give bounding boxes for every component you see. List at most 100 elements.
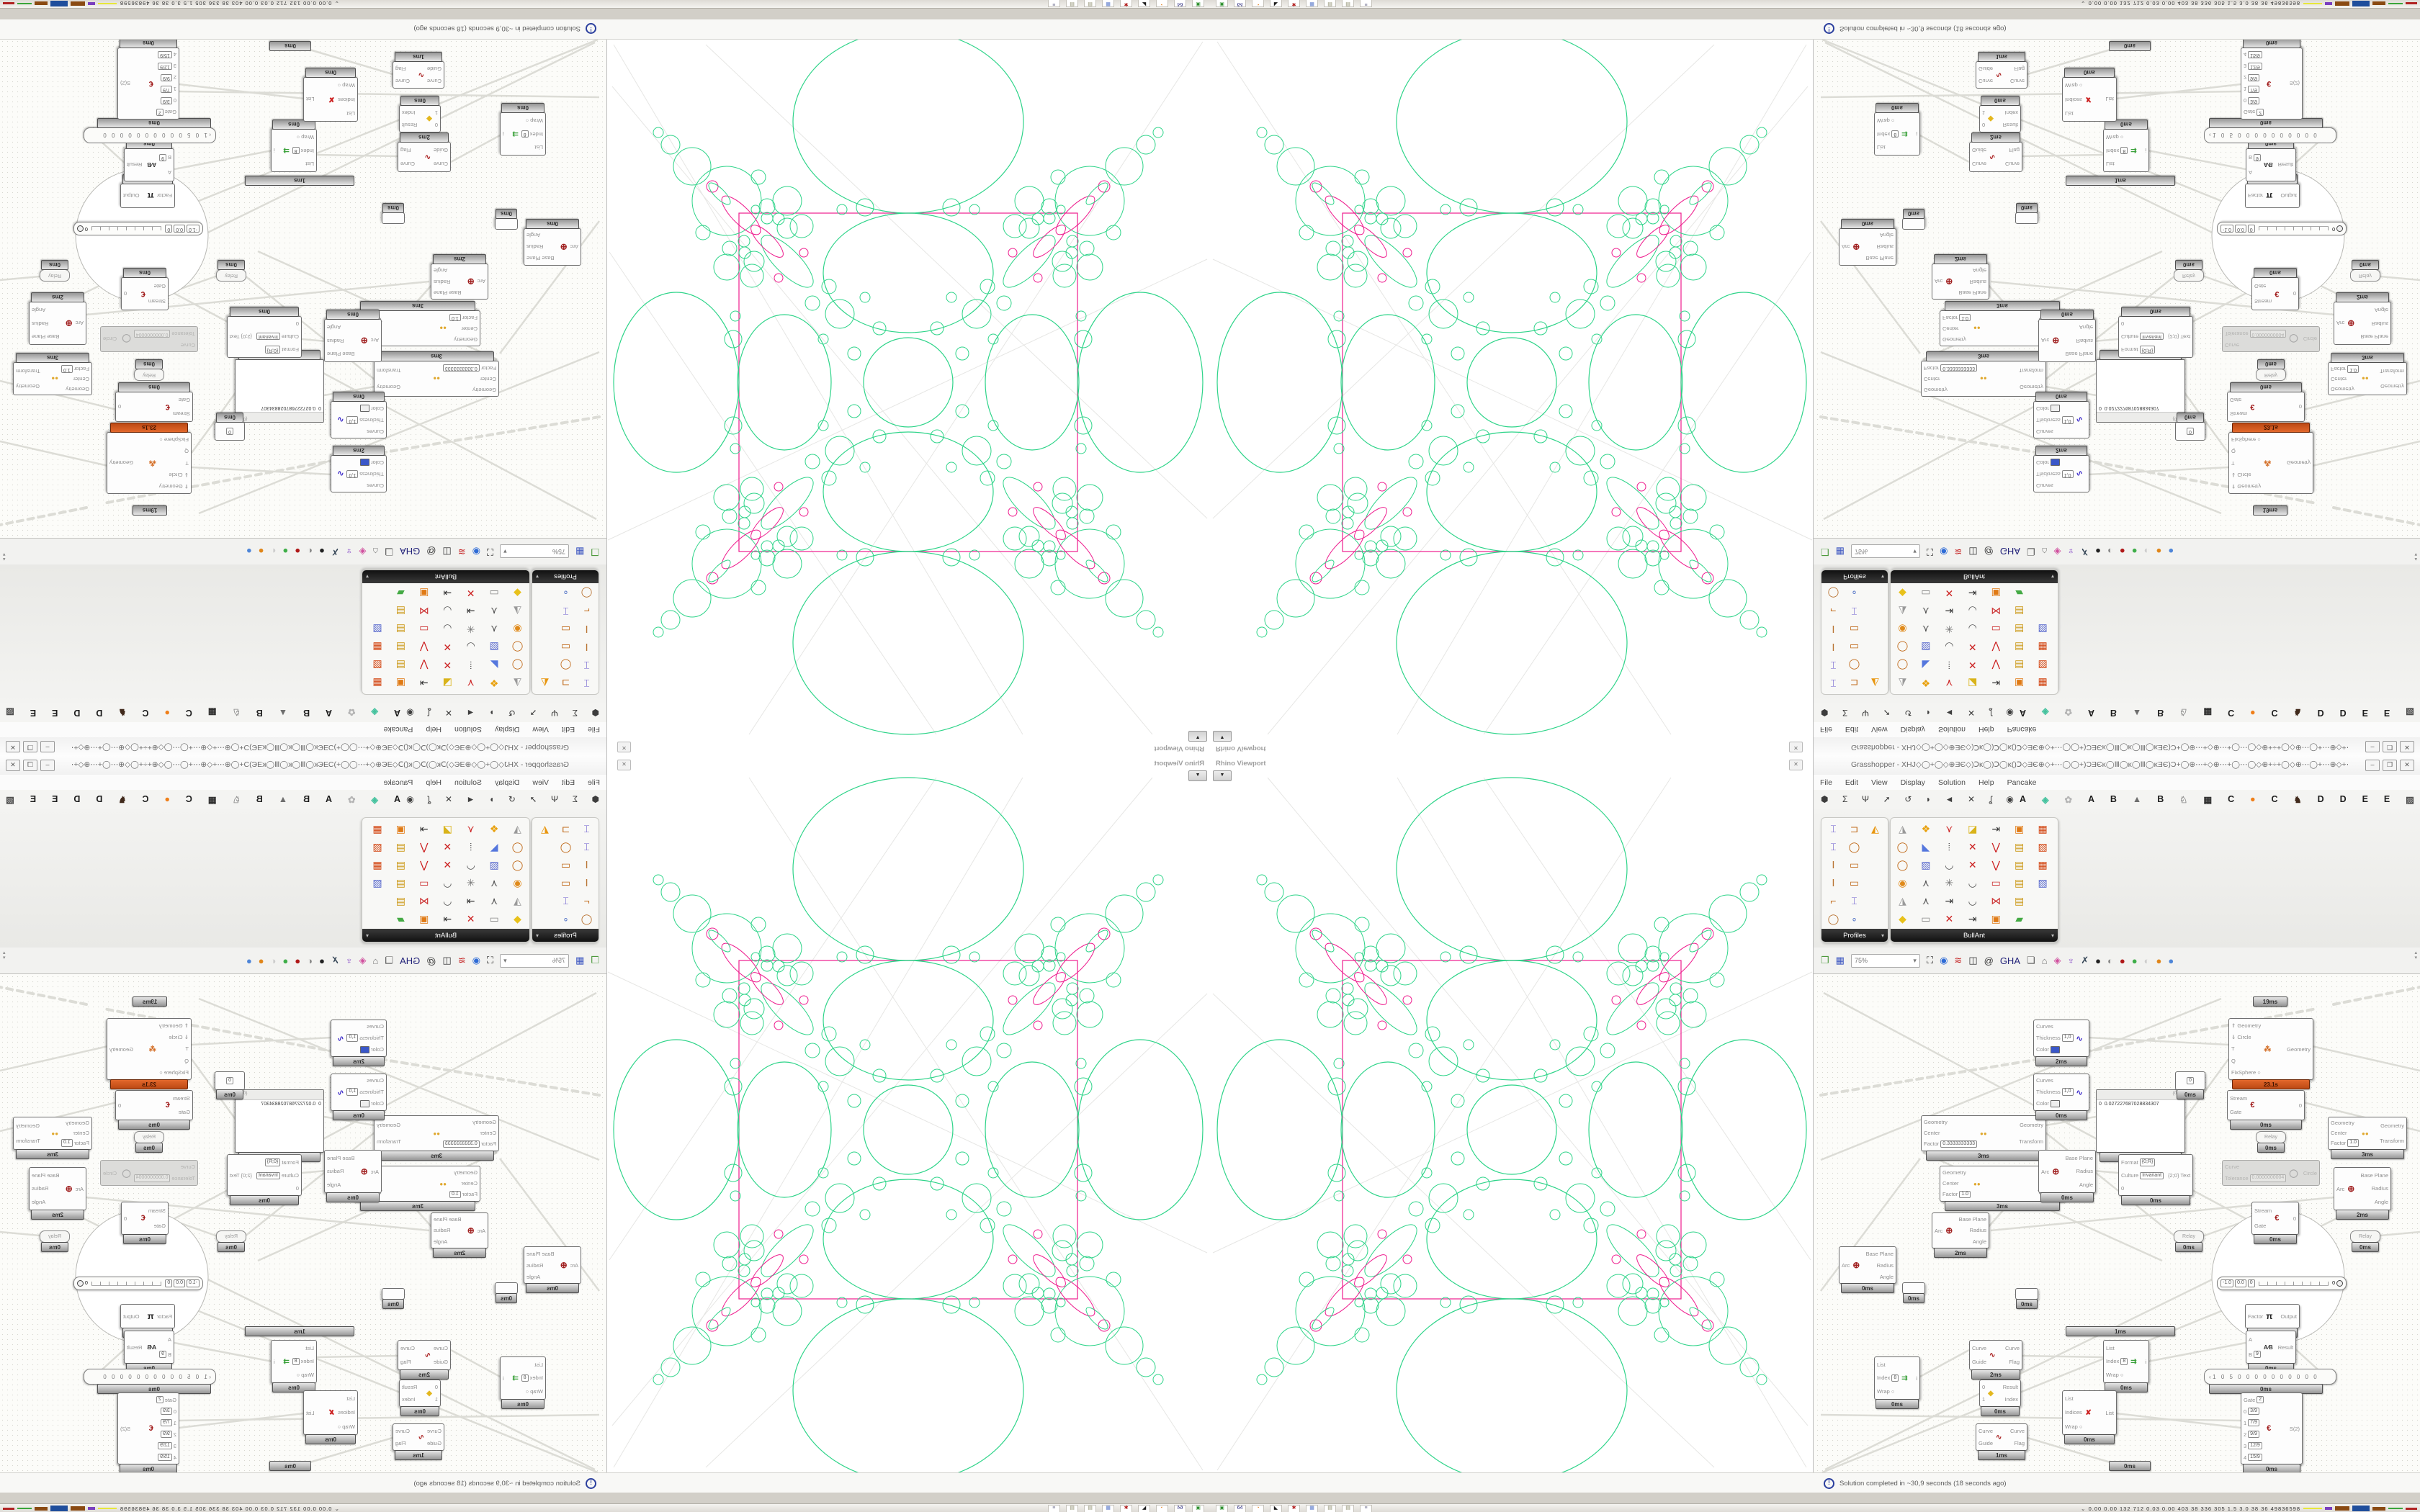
slider-value[interactable]: 0 bbox=[165, 225, 173, 233]
hidden-wires-icon[interactable]: ✗ bbox=[331, 546, 339, 557]
relay-c[interactable]: Relay bbox=[40, 1230, 70, 1243]
plugin-tab-14[interactable]: D bbox=[73, 708, 81, 718]
tiny-node-b[interactable] bbox=[2015, 212, 2038, 224]
plugin-tab-8[interactable]: ▦ bbox=[2203, 794, 2213, 805]
app-floppy64-icon[interactable]: 64 bbox=[1174, 0, 1186, 8]
palette-icon-bullant-29[interactable]: ⋏ bbox=[1922, 606, 1930, 618]
list-remove-node[interactable]: List Indices Wrap ○ ✘ List bbox=[303, 1390, 358, 1435]
slider-value[interactable]: 0.0 bbox=[174, 225, 185, 233]
palette-icon-profiles-6[interactable]: Ⅰ bbox=[1832, 642, 1835, 654]
param-value[interactable]: 12/9 bbox=[2248, 62, 2262, 71]
ball-white-icon[interactable]: ◐ bbox=[270, 955, 277, 966]
palette-icon-profiles-11[interactable] bbox=[1865, 874, 1885, 891]
param-value[interactable]: 1,0 bbox=[346, 470, 359, 478]
gha-icon[interactable]: GHA bbox=[1999, 955, 2020, 966]
minimize-button[interactable]: – bbox=[40, 741, 55, 752]
palette-icon-bullant-1[interactable]: ❖ bbox=[1921, 678, 1931, 690]
app-notepad1-icon[interactable]: ▤ bbox=[1084, 0, 1096, 8]
param-value[interactable]: Invariant bbox=[256, 1171, 280, 1179]
param-value[interactable]: 15/9 bbox=[158, 1453, 172, 1462]
menu-view[interactable]: View bbox=[532, 725, 549, 734]
palette-icon-profiles-6[interactable]: Ⅰ bbox=[1832, 858, 1835, 870]
plugin-tab-17[interactable]: ▨ bbox=[6, 794, 14, 805]
menu-display[interactable]: Display bbox=[494, 778, 520, 787]
list-item-b[interactable]: List Index 8 Wrap ○ ⇉ i bbox=[2103, 129, 2149, 172]
ball-orange-icon[interactable]: ● bbox=[2156, 955, 2162, 966]
division-node[interactable]: A B 9 A⁄B Result bbox=[2246, 148, 2296, 181]
maximize-button[interactable]: ❐ bbox=[23, 741, 37, 752]
palette-icon-bullant-17[interactable]: ✕ bbox=[443, 642, 452, 654]
palette-expand-icon[interactable]: ▾ bbox=[366, 573, 369, 580]
palette-icon-bullant-33[interactable]: ▤ bbox=[395, 894, 405, 906]
palette-icon-bullant-8[interactable]: ◣ bbox=[490, 840, 498, 852]
param-value[interactable]: 1,0 bbox=[346, 416, 359, 424]
palette-icon-bullant-27[interactable]: ▧ bbox=[2038, 876, 2048, 888]
plugin-tab-5[interactable]: ▲ bbox=[2132, 708, 2142, 718]
menu-help[interactable]: Help bbox=[426, 778, 442, 787]
palette-icon-bullant-2[interactable]: ⋎ bbox=[467, 678, 475, 690]
palette-icon-bullant-39[interactable]: ▣ bbox=[419, 588, 429, 600]
wire-display-icon[interactable]: ≋ bbox=[457, 955, 466, 966]
palette-icon-bullant-20[interactable]: ▦ bbox=[372, 858, 382, 870]
palette-icon-bullant-38[interactable]: ⇥ bbox=[1968, 912, 1977, 924]
palette-icon-profiles-10[interactable]: ▭ bbox=[560, 876, 571, 888]
palette-bullant[interactable]: ◮ ❖ ⋎ ◪ ⇥ ▣ ▦ ◯ ◣ ⦙ ✕ ⋁ ▤ ▧ ◯ ▧ ◡ ✕ ⋁ ▤ ▦ ◉ ⋏ ✳ ◡ ▭ ▤ ▧ ◮ ⋏ ⇥ ◡ ⋈ ▤ ◆ ▭ ✕ ⇥ ▣ ▰… bbox=[1890, 570, 2058, 695]
param-value[interactable]: 0.0000000004 bbox=[133, 1174, 171, 1182]
color-swatch[interactable] bbox=[2050, 1099, 2060, 1107]
param-value[interactable]: 0.3333333333 bbox=[1940, 364, 1978, 372]
category-icon-2[interactable]: Ψ bbox=[1862, 794, 1870, 804]
category-icon-5[interactable]: ◗ bbox=[1925, 794, 1932, 804]
plugin-tab-8[interactable]: ▦ bbox=[207, 794, 217, 805]
ball-white-icon[interactable]: ◐ bbox=[2143, 955, 2150, 966]
param-value[interactable]: 7/9 bbox=[161, 1418, 172, 1427]
param-value[interactable]: 12/9 bbox=[158, 62, 172, 71]
palette-icon-bullant-22[interactable]: ⋏ bbox=[1922, 624, 1930, 636]
arc-node-a[interactable]: Arc ⊕ Base Plane Radius Angle bbox=[2334, 1167, 2391, 1210]
param-value[interactable]: 8 bbox=[292, 1357, 300, 1366]
plugin-tab-11[interactable]: C bbox=[2271, 708, 2278, 718]
palette-icon-profiles-15[interactable]: ◯ bbox=[1827, 588, 1839, 600]
remote-icon[interactable]: @ bbox=[426, 546, 436, 557]
scale-node-c[interactable]: Geometry Center Factor 1.0 ●● Geometry Transfo… bbox=[2328, 362, 2407, 395]
arc-node-b[interactable]: Arc ⊕ Base Plane Radius Angle bbox=[324, 319, 382, 362]
palette-icon-bullant-24[interactable]: ◡ bbox=[443, 624, 452, 636]
param-value[interactable]: 1,0 bbox=[2061, 470, 2074, 478]
palette-icon-bullant-31[interactable]: ◡ bbox=[443, 606, 452, 618]
palette-icon-bullant-3[interactable]: ◪ bbox=[1968, 822, 1978, 834]
slider-value[interactable]: -1.0 bbox=[2220, 225, 2234, 233]
relay-a[interactable]: Relay bbox=[2256, 369, 2286, 381]
palette-icon-profiles-3[interactable]: ⌶ bbox=[583, 660, 590, 672]
palette-icon-bullant-22[interactable]: ⋏ bbox=[490, 624, 498, 636]
app-notepad2-icon[interactable]: ▤ bbox=[1342, 0, 1354, 8]
tiny-node-a[interactable] bbox=[495, 218, 518, 230]
flip-curve-a[interactable]: Curve Guide ∿ Curve Flag bbox=[398, 1340, 451, 1370]
arc-node-d[interactable]: Arc ⊕ Base Plane Radius Angle bbox=[524, 1246, 581, 1284]
stream-filter-node[interactable]: Gate 2 0 3/9 1 7/9 2 9/9 3 12/9 4 15/9 € S(2) bbox=[117, 1392, 179, 1464]
pick-choose-node[interactable]: 0 1 ◆ Result Index bbox=[1979, 105, 2021, 132]
slider-track[interactable] bbox=[91, 226, 162, 231]
slider-knob[interactable] bbox=[77, 1280, 84, 1287]
palette-expand-icon[interactable]: ▾ bbox=[1881, 573, 1884, 580]
palette-expand-icon[interactable]: ▾ bbox=[1881, 932, 1884, 939]
slider-value[interactable]: 0.0 bbox=[2235, 1279, 2246, 1287]
plugin-tab-12[interactable]: ♞ bbox=[2293, 707, 2302, 718]
param-value[interactable]: {0;R} bbox=[2139, 346, 2156, 354]
data-panel[interactable]: {0;0} 0 0.027227687028834307 bbox=[235, 359, 324, 423]
category-icon-8[interactable]: ʆ bbox=[428, 794, 431, 804]
palette-icon-profiles-9[interactable]: Ⅰ bbox=[585, 624, 588, 636]
app-fox-icon[interactable]: ◣ bbox=[1138, 0, 1150, 8]
plugin-tab-10[interactable]: ● bbox=[164, 708, 170, 718]
category-icon-7[interactable]: ✕ bbox=[444, 708, 452, 718]
palette-icon-bullant-21[interactable]: ◉ bbox=[1898, 624, 1907, 636]
slider-value[interactable]: 0 bbox=[2247, 1279, 2255, 1287]
ball-blue-icon[interactable]: ● bbox=[246, 955, 252, 966]
app-script-icon[interactable]: ≡ bbox=[1360, 0, 1372, 8]
save-file-icon[interactable]: ▦ bbox=[1835, 955, 1845, 966]
custom-preview-b[interactable]: Curves Thickness 1,0 Color ∿ bbox=[2033, 401, 2089, 438]
palette-header-profiles[interactable]: Profiles ▾ bbox=[1821, 929, 1888, 942]
slider-value[interactable]: -1.0 bbox=[186, 1279, 200, 1287]
param-value[interactable]: 15/9 bbox=[2248, 50, 2262, 59]
fix-sphere-node[interactable]: ⇑ Geometry ⇓ Circle T Q FixSphere ○ ⁂ Geometry bbox=[107, 432, 192, 494]
app-notepad2-icon[interactable]: ▤ bbox=[1066, 0, 1078, 8]
ball-grey-icon[interactable]: ◐ bbox=[307, 955, 313, 966]
